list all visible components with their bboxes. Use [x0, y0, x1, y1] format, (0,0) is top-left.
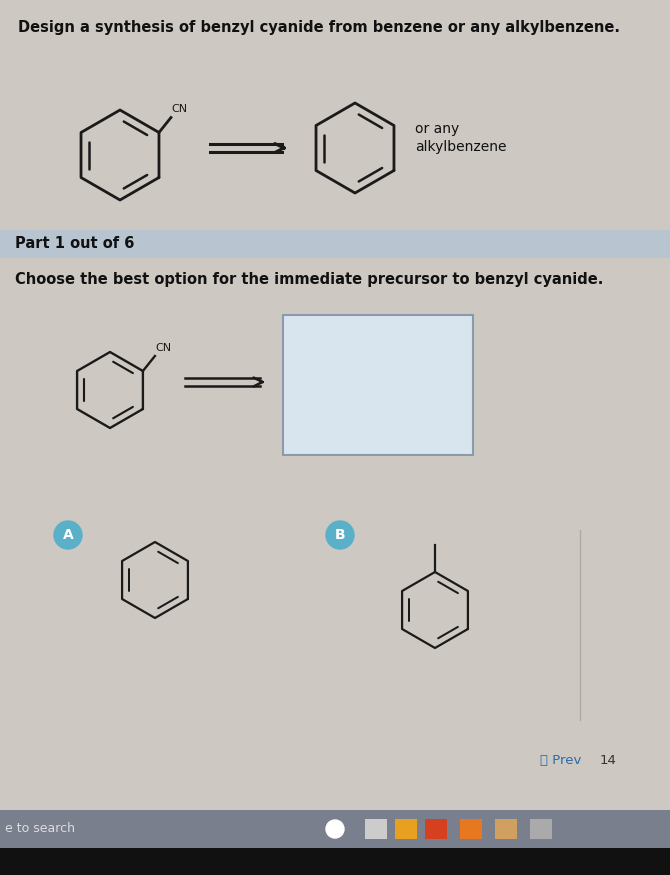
Circle shape — [326, 521, 354, 549]
Text: CN: CN — [155, 343, 171, 353]
Circle shape — [326, 820, 344, 838]
Text: CN: CN — [171, 104, 187, 115]
Bar — [365, 819, 387, 839]
Text: 14: 14 — [600, 753, 617, 766]
Bar — [425, 819, 447, 839]
Text: Choose the best option for the immediate precursor to benzyl cyanide.: Choose the best option for the immediate… — [15, 272, 604, 287]
Bar — [395, 819, 417, 839]
Text: or any
alkylbenzene: or any alkylbenzene — [415, 122, 507, 154]
Bar — [530, 819, 552, 839]
Bar — [0, 810, 670, 848]
Text: Design a synthesis of benzyl cyanide from benzene or any alkylbenzene.: Design a synthesis of benzyl cyanide fro… — [18, 20, 620, 35]
Bar — [0, 230, 670, 258]
Bar — [460, 819, 482, 839]
Text: B: B — [335, 528, 345, 542]
Bar — [283, 315, 473, 455]
Text: A: A — [62, 528, 74, 542]
Text: Part 1 out of 6: Part 1 out of 6 — [15, 236, 135, 251]
Bar — [495, 819, 517, 839]
Text: e to search: e to search — [5, 822, 75, 836]
Circle shape — [54, 521, 82, 549]
Text: 〈 Prev: 〈 Prev — [540, 753, 582, 766]
Bar — [0, 848, 670, 875]
